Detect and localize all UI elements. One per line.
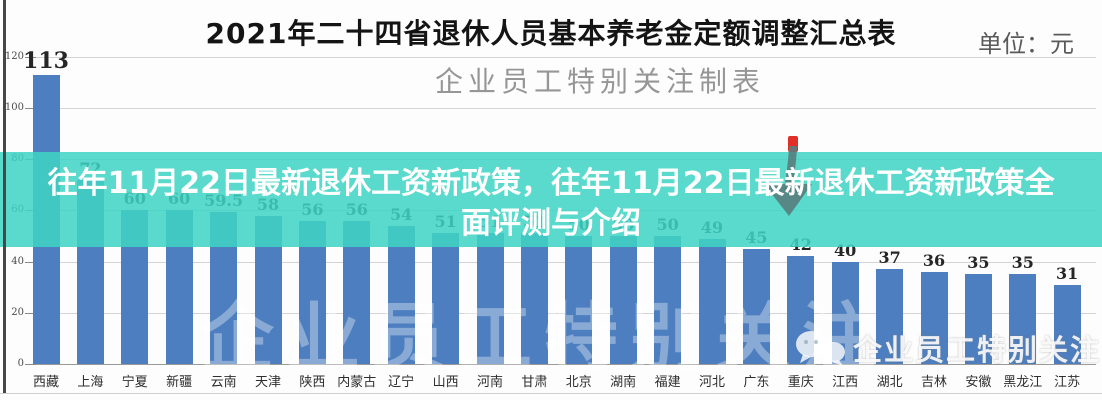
bottom-border-line xyxy=(0,393,1102,394)
gridline-y0 xyxy=(36,364,1096,365)
x-axis-label-辽宁: 辽宁 xyxy=(388,375,415,390)
y-axis-tick-label: 40 xyxy=(11,256,24,267)
bar-北京 xyxy=(565,236,593,364)
x-axis-label-江苏: 江苏 xyxy=(1054,375,1081,390)
red-marker-icon xyxy=(788,136,798,152)
x-axis-label-河北: 河北 xyxy=(698,375,725,390)
x-axis-label-陕西: 陕西 xyxy=(299,375,326,390)
bar-辽宁 xyxy=(387,226,415,364)
x-axis-label-云南: 云南 xyxy=(210,375,237,390)
bar-河南 xyxy=(476,233,504,364)
bar-甘肃 xyxy=(520,233,548,364)
x-axis-label-河南: 河南 xyxy=(476,375,503,390)
bar-福建 xyxy=(654,236,682,364)
bar-山西 xyxy=(432,233,460,364)
corner-watermark: 企业员工特别关注 xyxy=(795,330,1102,367)
corner-watermark-text: 企业员工特别关注 xyxy=(853,333,1102,367)
unit-label: 单位：元 xyxy=(978,30,1074,58)
y-axis-tick xyxy=(25,108,36,109)
down-arrow-icon xyxy=(764,146,812,216)
bar-value-label-安徽: 35 xyxy=(967,253,990,272)
faint-watermark-text: 企业员工特别关注 xyxy=(200,295,888,381)
y-axis-tick-label: 20 xyxy=(11,307,24,318)
bar-value-label-江苏: 31 xyxy=(1056,264,1079,283)
x-axis-label-天津: 天津 xyxy=(254,375,281,390)
x-axis-label-湖北: 湖北 xyxy=(876,375,903,390)
x-axis-label-安徽: 安徽 xyxy=(965,375,992,390)
overlay-banner xyxy=(0,152,1102,247)
x-axis-label-山西: 山西 xyxy=(432,375,459,390)
gridline-y120 xyxy=(36,57,1096,58)
y-axis-tick-label: 100 xyxy=(4,102,24,113)
bar-value-label-黑龙江: 35 xyxy=(1011,253,1034,272)
y-axis-tick xyxy=(25,57,36,58)
x-axis-label-内蒙古: 内蒙古 xyxy=(337,375,377,390)
bar-安徽 xyxy=(964,274,992,364)
gridline-y100 xyxy=(36,108,1096,109)
x-axis-label-重庆: 重庆 xyxy=(787,375,814,390)
bar-吉林 xyxy=(920,272,948,364)
bar-湖南 xyxy=(609,236,637,364)
x-axis-label-宁夏: 宁夏 xyxy=(121,375,148,390)
chart-subtitle: 企业员工特别关注制表 xyxy=(434,65,765,98)
x-axis-label-广东: 广东 xyxy=(743,375,770,390)
x-axis-label-西藏: 西藏 xyxy=(32,375,59,390)
y-axis-tick-label: 120 xyxy=(4,51,24,62)
bar-河北 xyxy=(698,239,726,364)
x-axis-label-福建: 福建 xyxy=(654,375,681,390)
bar-广东 xyxy=(742,249,770,364)
x-axis-label-北京: 北京 xyxy=(565,375,592,390)
overlay-banner-line1: 往年11月22日最新退休工资新政策，往年11月22日最新退休工资新政策全 xyxy=(47,166,1055,201)
x-axis-label-吉林: 吉林 xyxy=(920,375,947,390)
x-axis-label-黑龙江: 黑龙江 xyxy=(1003,375,1043,390)
bar-黑龙江 xyxy=(1009,274,1037,364)
x-axis-label-甘肃: 甘肃 xyxy=(521,375,548,390)
chart-title: 2021年二十四省退休人员基本养老金定额调整汇总表 xyxy=(205,17,897,50)
y-axis-tick-label: 0 xyxy=(17,358,24,369)
bar-湖北 xyxy=(876,269,904,364)
bar-value-label-吉林: 36 xyxy=(922,251,946,270)
x-axis-label-湖南: 湖南 xyxy=(610,375,637,390)
bar-value-label-湖北: 37 xyxy=(878,248,901,267)
chat-bubbles-icon xyxy=(796,331,845,366)
x-axis-label-上海: 上海 xyxy=(77,375,104,390)
left-border-line xyxy=(3,0,6,393)
bar-value-label-西藏: 113 xyxy=(23,48,69,74)
overlay-banner-line2: 面评测与介绍 xyxy=(461,206,641,241)
y-axis-tick xyxy=(25,313,36,314)
y-axis-tick xyxy=(25,262,36,263)
x-axis-label-新疆: 新疆 xyxy=(166,375,193,390)
x-axis-label-江西: 江西 xyxy=(832,375,859,390)
y-axis-tick xyxy=(25,364,36,365)
bar-江苏 xyxy=(1053,285,1081,364)
